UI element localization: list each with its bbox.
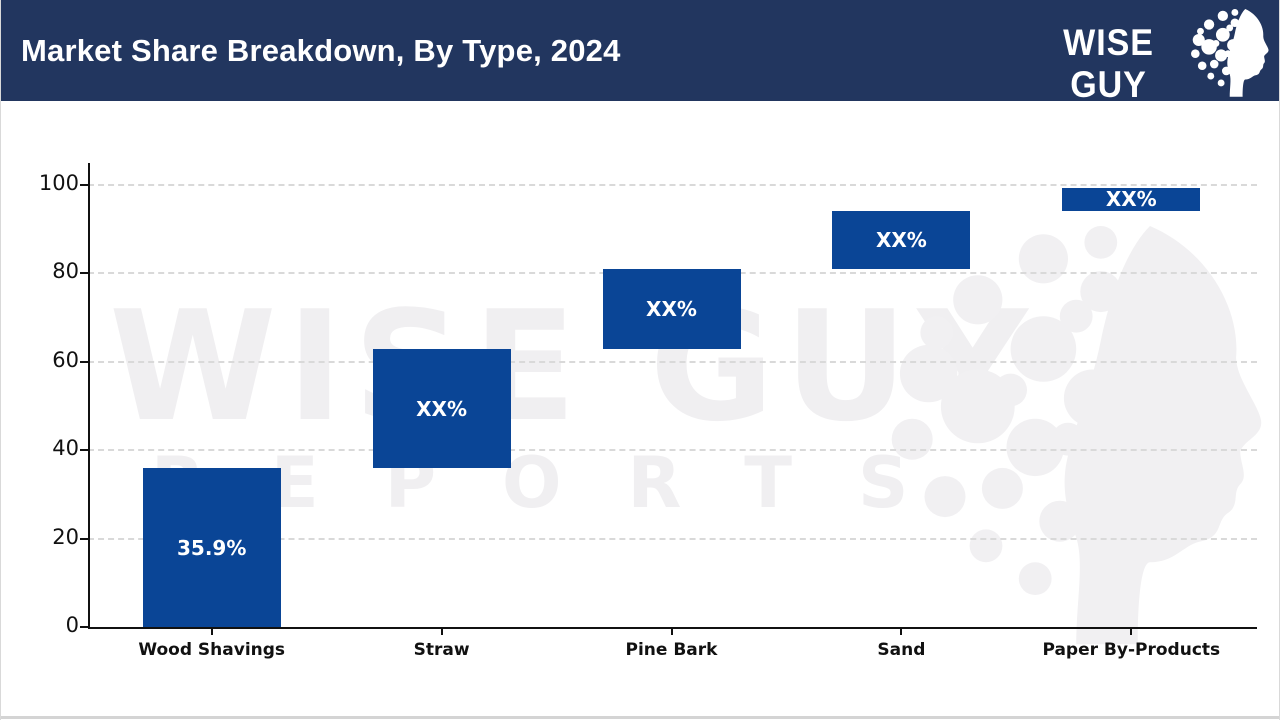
- watermark-brand-name: WISE GUY: [109, 278, 1038, 455]
- x-tick-mark: [670, 627, 673, 635]
- bar-straw: XX%: [372, 349, 511, 469]
- bar-paper-by-products: XX%: [1062, 187, 1201, 212]
- brand-name: WISE GUY: [1063, 22, 1154, 105]
- y-tick-mark: [80, 626, 88, 628]
- x-tick-mark: [1130, 627, 1133, 635]
- y-tick-label: 0: [65, 613, 79, 637]
- x-axis-line: [88, 627, 1257, 629]
- category-label: Pine Bark: [625, 640, 718, 660]
- bar-value-label: XX%: [646, 297, 697, 322]
- bar-value-label: 35.9%: [176, 535, 247, 560]
- gridline-60: [88, 360, 1257, 363]
- y-tick-label: 100: [38, 171, 79, 195]
- gridline-100: [88, 184, 1257, 186]
- bar-value-label: XX%: [1105, 187, 1157, 212]
- page-bottom-border: [1, 716, 1279, 719]
- brand-logo: WISE GUY REPORTS: [1021, 4, 1271, 124]
- x-tick-mark: [900, 627, 903, 635]
- category-label: Wood Shavings: [138, 640, 286, 660]
- x-tick-mark: [210, 627, 213, 635]
- bar-value-label: XX%: [416, 396, 468, 421]
- y-tick-label: 80: [52, 259, 79, 284]
- y-tick-mark: [80, 184, 88, 186]
- header-band: Market Share Breakdown, By Type, 2024 WI…: [1, 0, 1279, 124]
- bar-sand: XX%: [832, 210, 971, 269]
- brand-subname: REPORTS: [1039, 108, 1174, 124]
- category-label: Paper By-Products: [1042, 640, 1221, 660]
- head-silhouette-icon: [1191, 9, 1269, 97]
- gridline-20: [88, 537, 1257, 540]
- bar-wood-shavings: 35.9%: [142, 468, 281, 627]
- y-tick-mark: [80, 272, 88, 275]
- watermark-head-silhouette: [891, 226, 1262, 645]
- y-tick-mark: [80, 537, 88, 540]
- y-tick-mark: [80, 360, 88, 363]
- y-tick-label: 20: [52, 524, 79, 549]
- gridline-40: [88, 449, 1257, 452]
- y-axis-line: [88, 163, 90, 629]
- y-tick-mark: [80, 449, 88, 452]
- brand-logo-text: WISE GUY REPORTS: [1021, 22, 1183, 124]
- y-tick-label: 40: [52, 436, 79, 461]
- x-tick-mark: [440, 627, 443, 635]
- waterfall-chart: 0 20 40 60 80 100 35.9% Wood Shavings XX% Straw XX…: [1, 101, 1279, 716]
- category-label: Straw: [413, 640, 470, 660]
- chart-title: Market Share Breakdown, By Type, 2024: [21, 32, 621, 68]
- bar-value-label: XX%: [875, 227, 927, 252]
- category-label: Sand: [877, 640, 926, 660]
- y-tick-label: 60: [52, 347, 79, 372]
- bar-pine-bark: XX%: [602, 268, 741, 350]
